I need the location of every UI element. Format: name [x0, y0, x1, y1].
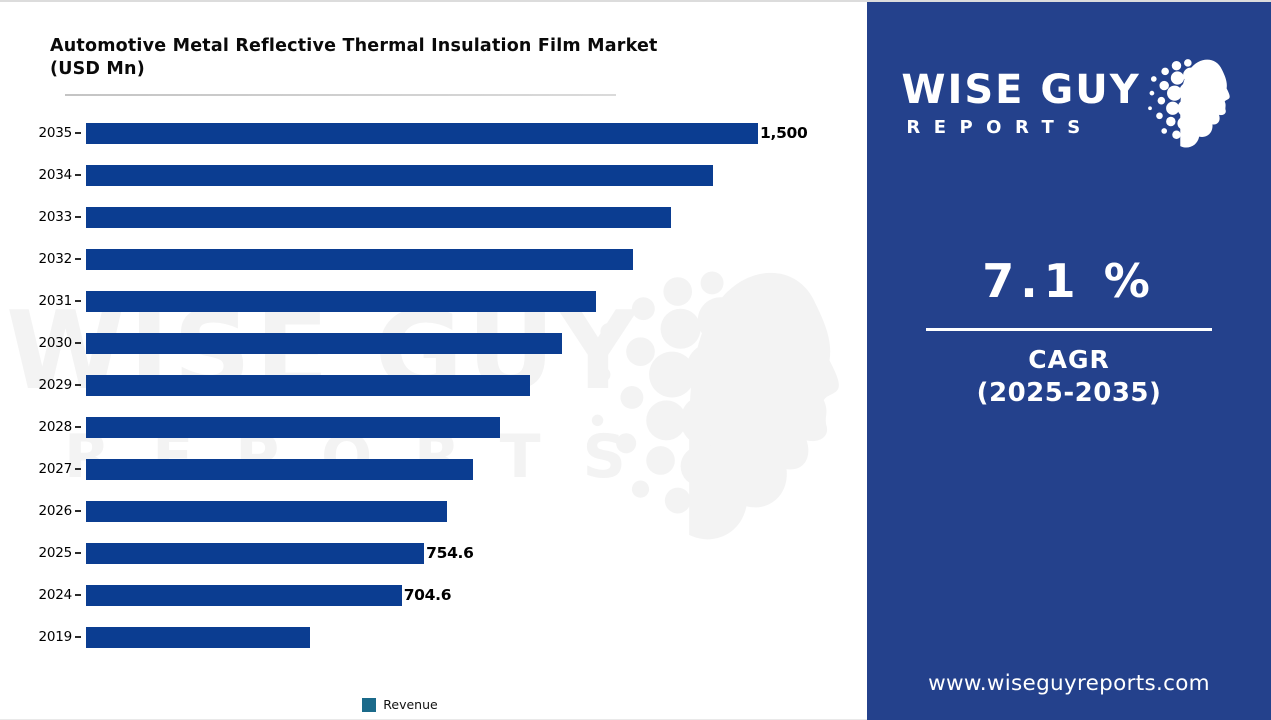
- legend-label: Revenue: [383, 697, 438, 712]
- cagr-label: CAGR: [1028, 345, 1110, 374]
- bar-row: 2034: [0, 154, 867, 196]
- y-tick-label: 2032: [38, 251, 72, 267]
- axis-tick: [75, 300, 81, 302]
- axis-tick: [75, 468, 81, 470]
- page-title: Automotive Metal Reflective Thermal Insu…: [50, 35, 760, 82]
- revenue-bar: [86, 626, 310, 648]
- revenue-bar: [86, 122, 758, 144]
- revenue-bar: [86, 500, 448, 522]
- y-tick-label: 2024: [38, 587, 72, 603]
- bar-value-label: 1,500: [760, 124, 808, 142]
- axis-tick: [75, 510, 81, 512]
- revenue-bar: [86, 458, 474, 480]
- bar-row: 2031: [0, 280, 867, 322]
- y-tick-label: 2030: [38, 335, 72, 351]
- cagr-divider: [926, 328, 1212, 331]
- logo-reports-text: REPORTS: [906, 117, 1094, 138]
- y-tick-label: 2029: [38, 377, 72, 393]
- logo-text: WISE GUY REPORTS: [901, 70, 1140, 138]
- revenue-bar: [86, 290, 597, 312]
- axis-tick: [75, 594, 81, 596]
- cagr-block: 7.1 % CAGR (2025-2035): [926, 254, 1212, 408]
- axis-tick: [75, 552, 81, 554]
- revenue-bar: [86, 416, 501, 438]
- axis-tick: [75, 174, 81, 176]
- revenue-bar: [86, 542, 425, 564]
- brand-panel: WISE GUY REPORTS 7.1 % CAGR (2025-2035) …: [867, 2, 1271, 720]
- y-tick-label: 2035: [38, 125, 72, 141]
- page-title-line2: (USD Mn): [50, 59, 145, 80]
- revenue-bar: [86, 248, 633, 270]
- revenue-bar: [86, 584, 402, 606]
- wiseguy-logo: WISE GUY REPORTS: [901, 42, 1236, 166]
- revenue-bar: [86, 164, 714, 186]
- website-url: www.wiseguyreports.com: [928, 671, 1210, 696]
- bar-row: 2030: [0, 322, 867, 364]
- cagr-value: 7.1 %: [982, 254, 1156, 308]
- title-underline: [65, 94, 616, 96]
- y-tick-label: 2026: [38, 503, 72, 519]
- bar-row: 2019: [0, 616, 867, 658]
- bar-row: 2035 1,500: [0, 112, 867, 154]
- bar-value-label: 754.6: [426, 544, 474, 562]
- revenue-bar: [86, 206, 672, 228]
- legend: Revenue: [0, 697, 800, 712]
- axis-tick: [75, 636, 81, 638]
- y-tick-label: 2031: [38, 293, 72, 309]
- y-tick-label: 2025: [38, 545, 72, 561]
- bar-value-label: 704.6: [403, 586, 452, 604]
- y-tick-label: 2033: [38, 209, 72, 225]
- bar-row: 2024 704.6: [0, 574, 867, 616]
- y-tick-label: 2027: [38, 461, 72, 477]
- cagr-range: (2025-2035): [976, 378, 1162, 408]
- axis-tick: [75, 216, 81, 218]
- revenue-bar: [86, 374, 530, 396]
- wiseguy-head-logo-icon: [1147, 59, 1230, 148]
- plot-area: 2035 1,500 2034 2033 2032: [0, 112, 867, 658]
- axis-tick: [75, 132, 81, 134]
- axis-tick: [75, 258, 81, 260]
- bar-row: 2028: [0, 406, 867, 448]
- logo-wiseguy-text: WISE GUY: [901, 67, 1141, 113]
- bar-row: 2027: [0, 448, 867, 490]
- bar-row: 2029: [0, 364, 867, 406]
- bar-row: 2025 754.6: [0, 532, 867, 574]
- axis-tick: [75, 384, 81, 386]
- bar-row: 2026: [0, 490, 867, 532]
- y-tick-label: 2034: [38, 167, 72, 183]
- chart-panel: Automotive Metal Reflective Thermal Insu…: [0, 2, 867, 720]
- bar-row: 2033: [0, 196, 867, 238]
- axis-tick: [75, 426, 81, 428]
- revenue-bar: [86, 332, 563, 354]
- page-title-line1: Automotive Metal Reflective Thermal Insu…: [50, 36, 658, 56]
- legend-swatch: [362, 697, 377, 712]
- y-tick-label: 2028: [38, 419, 72, 435]
- bar-row: 2032: [0, 238, 867, 280]
- y-tick-label: 2019: [38, 629, 72, 645]
- axis-tick: [75, 342, 81, 344]
